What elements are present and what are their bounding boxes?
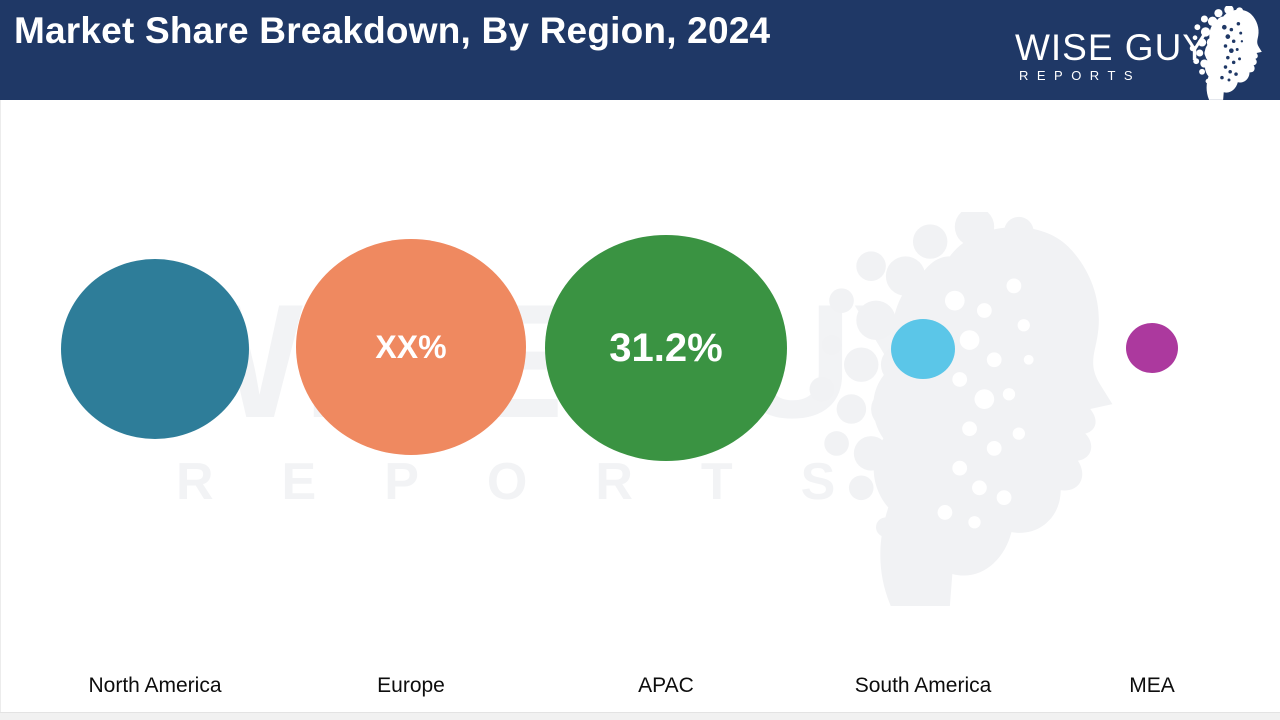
bubble-value-apac: 31.2% xyxy=(609,325,723,370)
brand-subtext: REPORTS xyxy=(1018,68,1142,84)
watermark-subtext: REPORTS xyxy=(176,453,904,511)
category-label-apac: APAC xyxy=(638,674,694,697)
category-label-mea: MEA xyxy=(1129,674,1175,697)
bubble-chart: North America XX% Europe 31.2% APAC South Ame… xyxy=(0,100,1280,720)
brand-logo: WISE GUY REPORTS xyxy=(1015,12,1270,100)
category-label-north-america: North America xyxy=(88,674,222,697)
brand-text: WISE GUY REPORTS xyxy=(1014,26,1208,84)
brand-wordmark: WISE GUY xyxy=(1014,26,1208,68)
bubble-north-america xyxy=(61,259,249,439)
bubble-south-america xyxy=(891,319,955,379)
bubble-mea xyxy=(1126,323,1178,373)
category-label-south-america: South America xyxy=(854,674,992,697)
header: Market Share Breakdown, By Region, 2024 … xyxy=(0,0,1280,100)
bottom-strip xyxy=(0,712,1280,720)
page-title: Market Share Breakdown, By Region, 2024 xyxy=(14,10,771,51)
bubble-value-europe: XX% xyxy=(375,328,447,365)
bubble-apac: 31.2% xyxy=(545,235,787,461)
bubble-europe: XX% xyxy=(296,239,526,455)
head-profile-dots-icon xyxy=(1188,6,1270,100)
category-label-europe: Europe xyxy=(377,674,445,697)
